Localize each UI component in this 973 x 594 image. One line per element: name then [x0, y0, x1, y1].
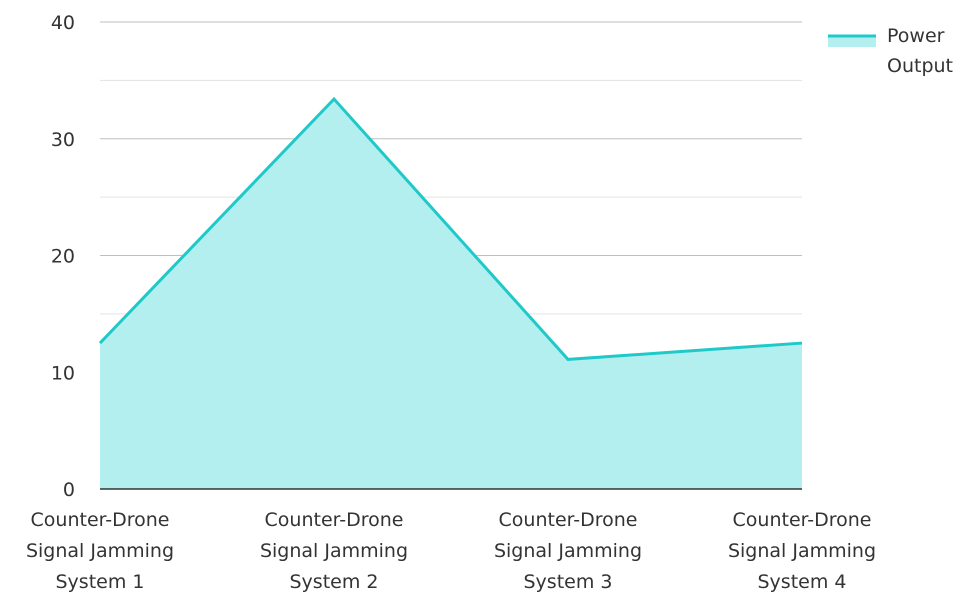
y-tick-label: 20 — [51, 246, 75, 268]
legend-label: Power Output — [887, 25, 953, 77]
series-line — [98, 96, 803, 361]
y-tick-label: 40 — [51, 12, 75, 34]
x-category-label: Counter-Drone Signal Jamming System 3 — [494, 509, 642, 593]
y-axis-tick-labels: 0 10 20 30 40 — [51, 12, 75, 501]
x-category-label: Counter-Drone Signal Jamming System 2 — [260, 509, 408, 593]
series-area-fill — [100, 99, 802, 490]
x-category-label: Counter-Drone Signal Jamming System 1 — [26, 509, 174, 593]
x-axis-category-labels: Counter-Drone Signal Jamming System 1 Count… — [26, 509, 876, 593]
y-tick-label: 0 — [63, 479, 75, 501]
y-tick-label: 10 — [51, 362, 75, 384]
legend-swatch — [828, 36, 876, 47]
x-category-label: Counter-Drone Signal Jamming System 4 — [728, 509, 876, 593]
y-tick-label: 30 — [51, 129, 75, 151]
legend[interactable]: Power Output — [828, 25, 953, 77]
